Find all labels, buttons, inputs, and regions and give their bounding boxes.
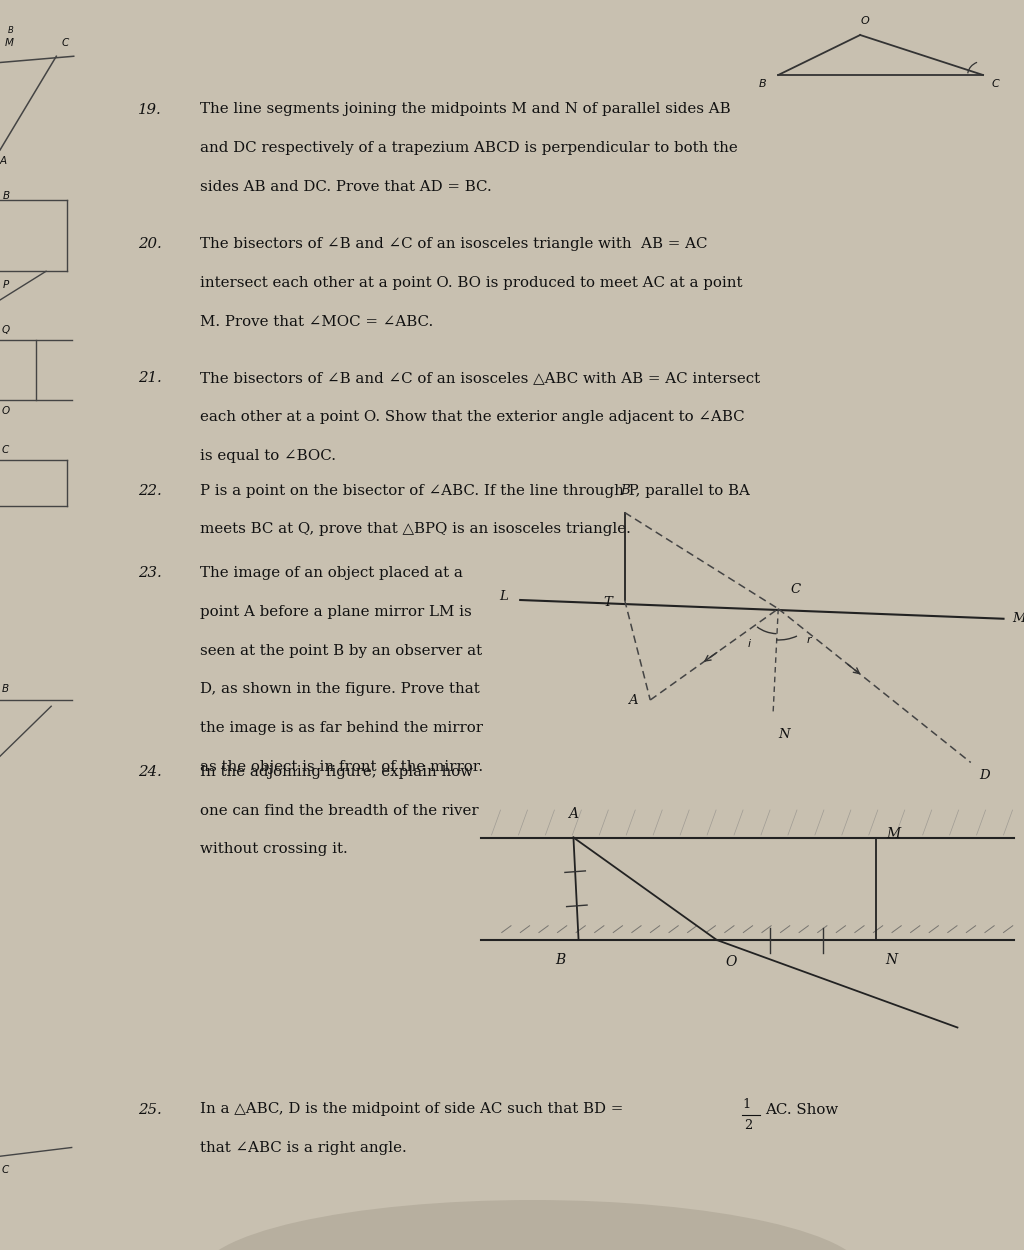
Text: r: r	[807, 635, 811, 645]
Text: 21.: 21.	[138, 371, 162, 385]
Text: C: C	[991, 79, 999, 89]
Text: intersect each other at a point O. BO is produced to meet AC at a point: intersect each other at a point O. BO is…	[200, 276, 742, 290]
Text: M: M	[1012, 612, 1024, 625]
Text: A: A	[568, 808, 579, 821]
Text: 24.: 24.	[138, 765, 162, 779]
Text: as the object is in front of the mirror.: as the object is in front of the mirror.	[200, 760, 482, 774]
Text: that ∠ABC is a right angle.: that ∠ABC is a right angle.	[200, 1141, 407, 1155]
Text: P is a point on the bisector of ∠ABC. If the line through P, parallel to BA: P is a point on the bisector of ∠ABC. If…	[200, 484, 750, 498]
Text: O: O	[861, 16, 869, 26]
Text: B: B	[2, 684, 9, 694]
Text: The bisectors of ∠B and ∠C of an isosceles △ABC with AB = AC intersect: The bisectors of ∠B and ∠C of an isoscel…	[200, 371, 760, 385]
Text: 19.: 19.	[138, 102, 162, 116]
Text: C: C	[791, 584, 801, 596]
Text: without crossing it.: without crossing it.	[200, 842, 347, 856]
Text: AC. Show: AC. Show	[765, 1102, 839, 1116]
Text: B: B	[620, 485, 630, 498]
Text: N: N	[778, 728, 790, 740]
Text: B: B	[3, 191, 10, 201]
Text: The line segments joining the midpoints M and N of parallel sides AB: The line segments joining the midpoints …	[200, 102, 730, 116]
Text: B: B	[8, 26, 14, 35]
Text: i: i	[748, 639, 752, 649]
Text: is equal to ∠BOC.: is equal to ∠BOC.	[200, 449, 336, 462]
Text: each other at a point O. Show that the exterior angle adjacent to ∠ABC: each other at a point O. Show that the e…	[200, 410, 744, 424]
Text: Q: Q	[2, 325, 10, 335]
Text: M: M	[886, 826, 900, 841]
Text: A: A	[0, 156, 7, 166]
Text: and DC respectively of a trapezium ABCD is perpendicular to both the: and DC respectively of a trapezium ABCD …	[200, 141, 737, 155]
Text: the image is as far behind the mirror: the image is as far behind the mirror	[200, 721, 482, 735]
Text: The image of an object placed at a: The image of an object placed at a	[200, 566, 463, 580]
Text: C: C	[61, 38, 69, 48]
Text: meets BC at Q, prove that △BPQ is an isosceles triangle.: meets BC at Q, prove that △BPQ is an iso…	[200, 522, 631, 536]
Text: point A before a plane mirror LM is: point A before a plane mirror LM is	[200, 605, 471, 619]
Text: 23.: 23.	[138, 566, 162, 580]
Text: seen at the point B by an observer at: seen at the point B by an observer at	[200, 644, 482, 658]
Text: M: M	[5, 38, 14, 48]
Text: The bisectors of ∠B and ∠C of an isosceles triangle with  AB = AC: The bisectors of ∠B and ∠C of an isoscel…	[200, 238, 708, 251]
Text: 22.: 22.	[138, 484, 162, 498]
Text: C: C	[2, 445, 9, 455]
Text: 25.: 25.	[138, 1102, 162, 1116]
Text: B: B	[759, 79, 766, 89]
Text: B: B	[555, 952, 565, 966]
Text: A: A	[629, 694, 638, 706]
Text: P: P	[3, 280, 9, 290]
Text: D, as shown in the figure. Prove that: D, as shown in the figure. Prove that	[200, 682, 479, 696]
Text: 20.: 20.	[138, 238, 162, 251]
Text: D: D	[979, 769, 989, 781]
Text: 1: 1	[742, 1098, 751, 1110]
Text: In a △ABC, D is the midpoint of side AC such that BD =: In a △ABC, D is the midpoint of side AC …	[200, 1102, 623, 1116]
Text: O: O	[2, 406, 10, 416]
Text: one can find the breadth of the river: one can find the breadth of the river	[200, 804, 478, 818]
Text: O: O	[725, 955, 736, 969]
Text: M. Prove that ∠MOC = ∠ABC.: M. Prove that ∠MOC = ∠ABC.	[200, 315, 433, 329]
Text: sides AB and DC. Prove that AD = BC.: sides AB and DC. Prove that AD = BC.	[200, 180, 492, 194]
Text: C: C	[2, 1165, 9, 1175]
Text: T: T	[603, 596, 612, 609]
Text: 2: 2	[744, 1119, 753, 1131]
Text: L: L	[499, 590, 508, 602]
Text: N: N	[886, 952, 898, 966]
Text: In the adjoining figure, explain how: In the adjoining figure, explain how	[200, 765, 473, 779]
Ellipse shape	[200, 1200, 865, 1250]
